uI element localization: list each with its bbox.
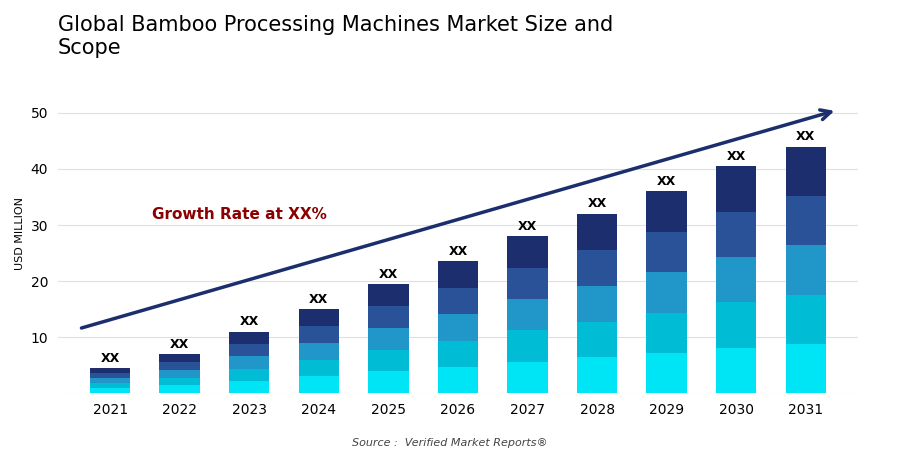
Text: XX: XX xyxy=(239,315,259,328)
Bar xyxy=(159,386,200,393)
Text: XX: XX xyxy=(101,352,120,365)
Text: XX: XX xyxy=(796,130,815,143)
Bar xyxy=(90,373,130,378)
Text: XX: XX xyxy=(448,245,468,258)
Text: Source :  Verified Market Reports®: Source : Verified Market Reports® xyxy=(352,437,548,447)
Bar xyxy=(716,348,756,393)
Bar xyxy=(646,232,687,272)
Bar xyxy=(437,367,478,393)
Bar xyxy=(716,257,756,302)
Bar xyxy=(716,166,756,212)
Bar xyxy=(368,306,409,328)
Bar xyxy=(508,362,548,393)
Bar xyxy=(646,353,687,393)
Text: XX: XX xyxy=(726,150,746,163)
Bar xyxy=(786,196,826,245)
Bar xyxy=(577,321,617,357)
Bar xyxy=(437,288,478,314)
Bar xyxy=(299,360,339,377)
Bar xyxy=(786,245,826,295)
Text: Global Bamboo Processing Machines Market Size and
Scope: Global Bamboo Processing Machines Market… xyxy=(58,15,613,58)
Bar xyxy=(577,214,617,250)
Bar xyxy=(437,314,478,341)
Bar xyxy=(508,268,548,299)
Bar xyxy=(230,381,269,393)
Bar xyxy=(230,344,269,356)
Bar xyxy=(90,383,130,388)
Bar xyxy=(368,371,409,393)
Text: XX: XX xyxy=(657,175,676,188)
Bar xyxy=(437,341,478,367)
Bar xyxy=(646,272,687,313)
Y-axis label: USD MILLION: USD MILLION xyxy=(15,197,25,270)
Text: XX: XX xyxy=(170,338,189,351)
Bar xyxy=(159,362,200,370)
Text: XX: XX xyxy=(379,268,398,280)
Bar xyxy=(90,368,130,373)
Bar xyxy=(716,302,756,348)
Bar xyxy=(508,330,548,362)
Bar xyxy=(90,378,130,383)
Bar xyxy=(299,326,339,343)
Bar xyxy=(299,343,339,360)
Bar xyxy=(90,388,130,393)
Bar xyxy=(299,309,339,326)
Bar xyxy=(577,286,617,321)
Bar xyxy=(786,147,826,196)
Bar xyxy=(646,191,687,232)
Text: XX: XX xyxy=(588,198,607,211)
Bar xyxy=(437,261,478,288)
Bar xyxy=(716,212,756,257)
Bar xyxy=(159,354,200,362)
Bar xyxy=(230,356,269,369)
Bar xyxy=(577,250,617,286)
Bar xyxy=(786,344,826,393)
Bar xyxy=(299,377,339,393)
Text: XX: XX xyxy=(310,293,328,306)
Bar xyxy=(159,370,200,378)
Text: Growth Rate at XX%: Growth Rate at XX% xyxy=(152,207,327,222)
Bar xyxy=(786,295,826,344)
Bar xyxy=(508,236,548,268)
Bar xyxy=(368,284,409,306)
Bar xyxy=(368,350,409,371)
Bar xyxy=(508,299,548,330)
Text: XX: XX xyxy=(518,220,537,233)
Bar xyxy=(230,332,269,344)
Bar xyxy=(159,378,200,386)
Bar xyxy=(577,357,617,393)
Bar xyxy=(230,369,269,381)
Bar xyxy=(646,313,687,353)
Bar xyxy=(368,328,409,350)
